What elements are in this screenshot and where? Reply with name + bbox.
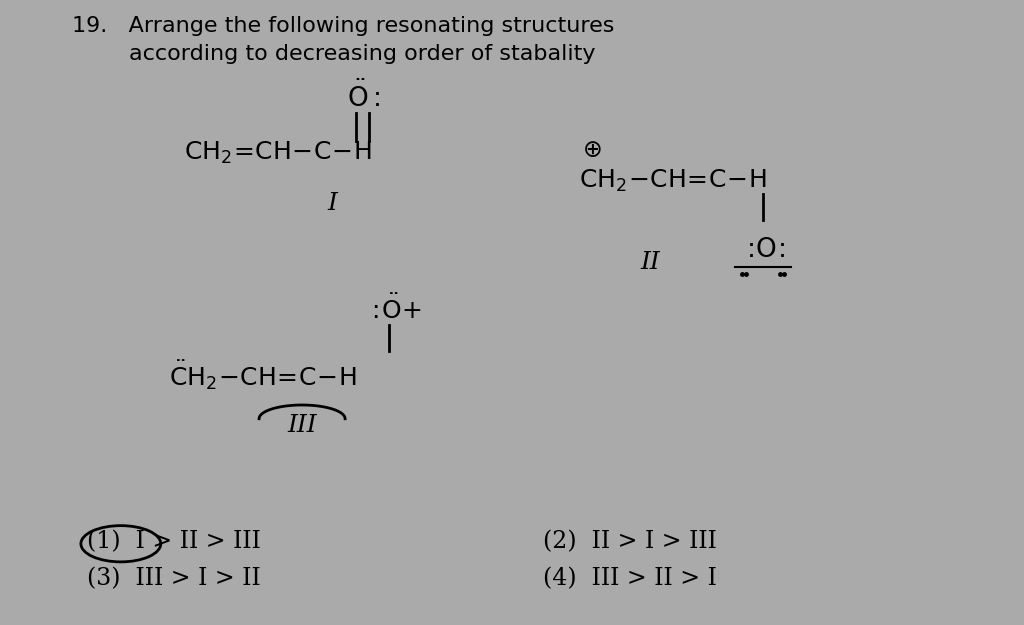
Text: (3)  III > I > II: (3) III > I > II <box>87 568 261 591</box>
Text: 19.   Arrange the following resonating structures: 19. Arrange the following resonating str… <box>72 16 614 36</box>
Text: (1)  I > II > III: (1) I > II > III <box>87 530 261 553</box>
Text: $\rm CH_2\!-\!CH\!=\!C\!-\!H$: $\rm CH_2\!-\!CH\!=\!C\!-\!H$ <box>579 168 767 194</box>
Text: $\rm CH_2\!=\!CH\!-\!C\!-\!H$: $\rm CH_2\!=\!CH\!-\!C\!-\!H$ <box>184 140 373 166</box>
Text: I: I <box>328 192 338 214</box>
Text: (2)  II > I > III: (2) II > I > III <box>543 530 717 553</box>
Text: $:\!\ddot{\rm O}\!+$: $:\!\ddot{\rm O}\!+$ <box>367 295 422 324</box>
Text: III: III <box>288 414 316 436</box>
Text: according to decreasing order of stabality: according to decreasing order of stabali… <box>72 44 595 64</box>
Text: (4)  III > II > I: (4) III > II > I <box>543 568 717 591</box>
Text: II: II <box>640 251 660 274</box>
Text: $:\!\rm O\!:$: $:\!\rm O\!:$ <box>740 237 785 263</box>
Text: $\rm \ddot{C}H_2\!-\!CH\!=\!C\!-\!H$: $\rm \ddot{C}H_2\!-\!CH\!=\!C\!-\!H$ <box>169 358 357 392</box>
Text: $\oplus$: $\oplus$ <box>582 138 602 162</box>
Text: $\ddot{\rm O}{:}$: $\ddot{\rm O}{:}$ <box>347 81 380 113</box>
